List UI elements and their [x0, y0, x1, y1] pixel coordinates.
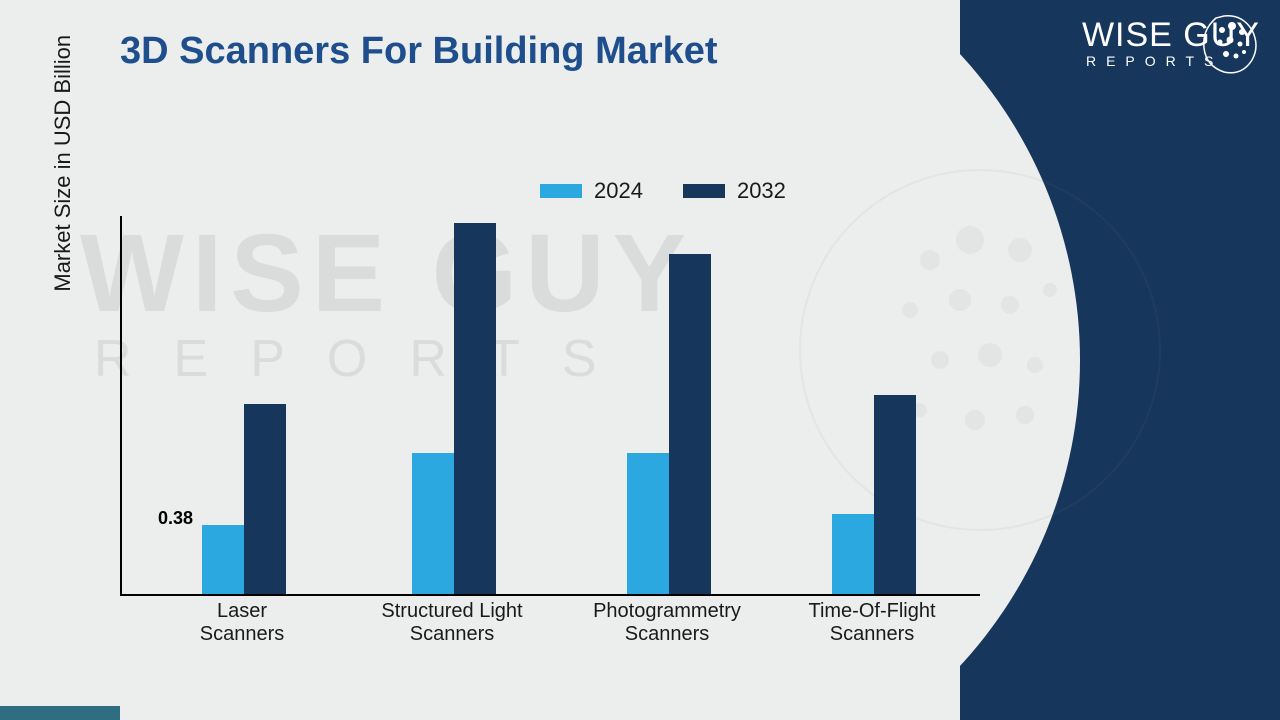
bar: [454, 223, 496, 594]
category-label: Structured Light Scanners: [377, 600, 527, 646]
category-label: Laser Scanners: [172, 600, 312, 646]
plot-area: 0.38: [120, 216, 980, 596]
category-label: Time-Of-Flight Scanners: [787, 600, 957, 646]
category-label: Photogrammetry Scanners: [572, 600, 762, 646]
brand-logo: WISE GUY REPORTS: [1082, 16, 1260, 69]
page: WISE GUY REPORTS WISE GUY REPORTS 3D Sca…: [0, 0, 1280, 720]
bar-group: [627, 254, 711, 594]
bar-value-label: 0.38: [158, 508, 193, 529]
bar: [874, 395, 916, 594]
bar: [669, 254, 711, 594]
chart-area: Market Size in USD Billion 0.38 Laser Sc…: [60, 160, 980, 680]
y-axis-label: Market Size in USD Billion: [50, 35, 76, 292]
bar: [412, 453, 454, 594]
bar: [832, 514, 874, 594]
brand-head-icon: [1196, 10, 1264, 78]
bar-group: [832, 395, 916, 594]
bar: [627, 453, 669, 594]
bar: [202, 525, 244, 594]
chart-title: 3D Scanners For Building Market: [120, 30, 718, 73]
bar-group: [202, 404, 286, 594]
bar: [244, 404, 286, 594]
bottom-accent-stripe: [0, 706, 120, 720]
bar-group: [412, 223, 496, 594]
category-labels: Laser Scanners Structured Light Scanners P…: [120, 600, 980, 680]
